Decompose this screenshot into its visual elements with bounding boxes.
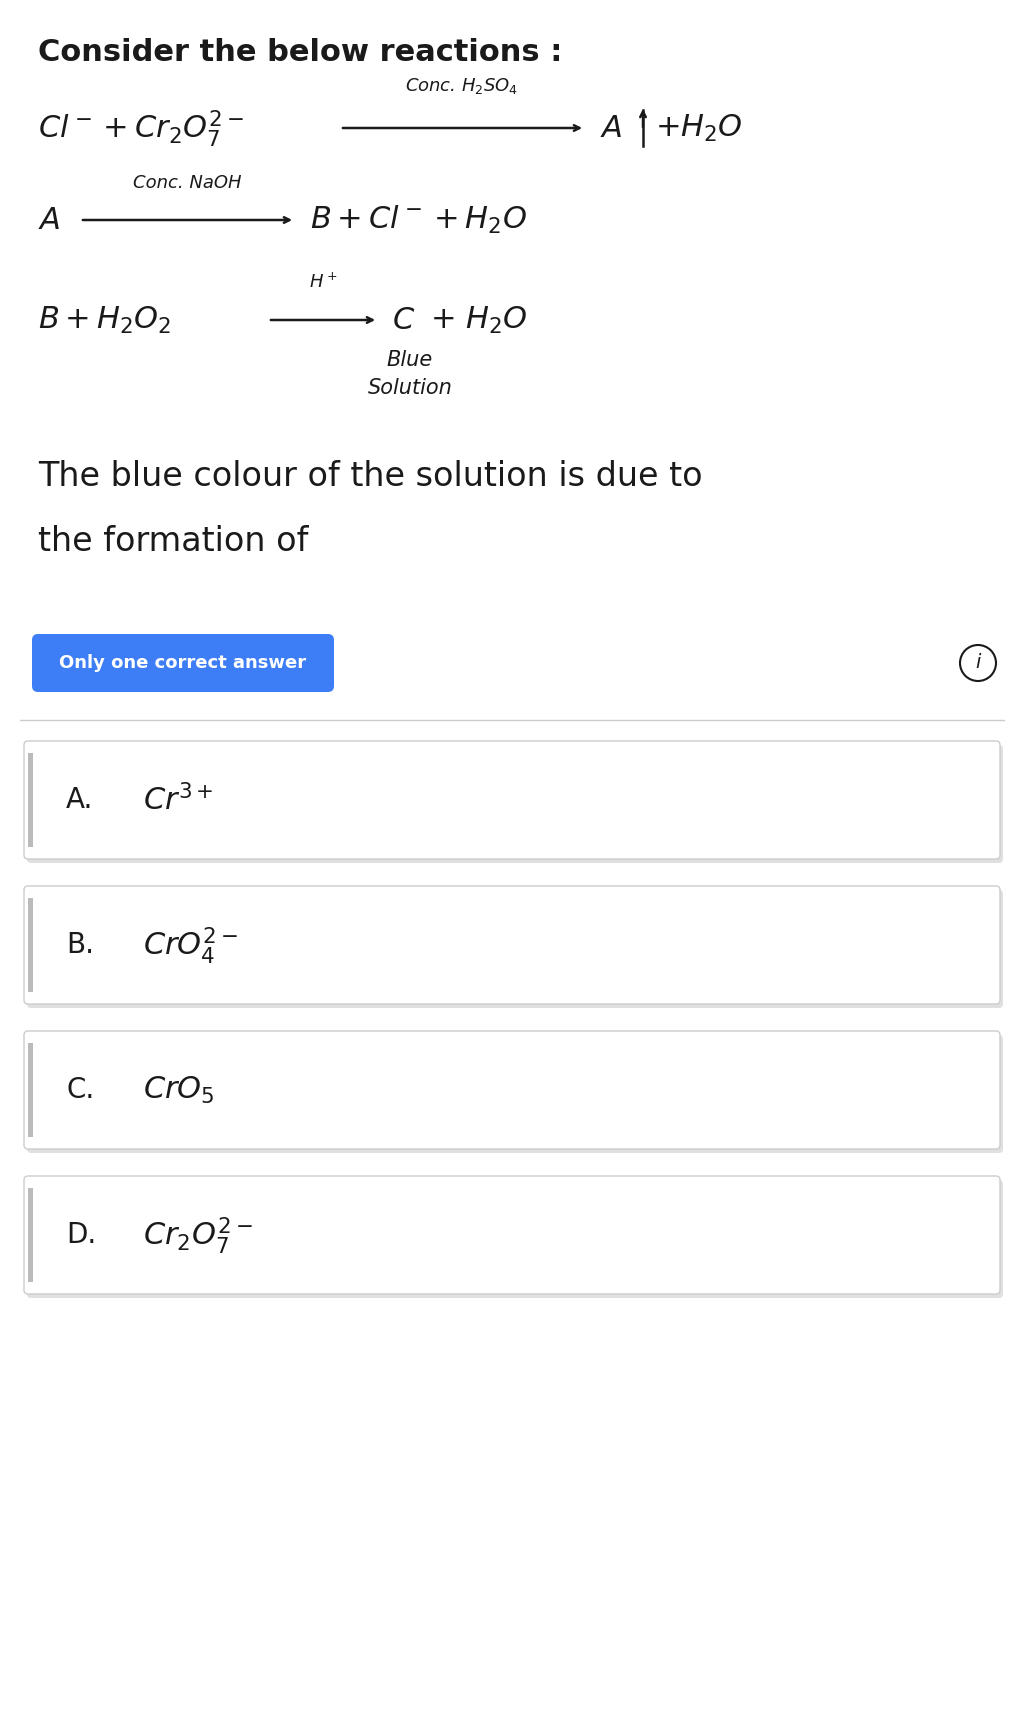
Text: Only one correct answer: Only one correct answer: [59, 655, 306, 672]
Text: the formation of: the formation of: [38, 524, 308, 559]
FancyBboxPatch shape: [24, 1032, 1000, 1148]
Text: $C$: $C$: [392, 305, 415, 334]
Text: D.: D.: [66, 1220, 96, 1250]
Bar: [28, 1044, 33, 1136]
Text: $CrO_5$: $CrO_5$: [143, 1075, 215, 1106]
Text: $Cr_2O_7^{2-}$: $Cr_2O_7^{2-}$: [143, 1215, 253, 1255]
FancyBboxPatch shape: [27, 746, 1002, 864]
Text: $B + H_2O_2$: $B + H_2O_2$: [38, 305, 171, 336]
FancyBboxPatch shape: [32, 634, 334, 692]
Text: C.: C.: [66, 1076, 94, 1104]
Text: $H^+$: $H^+$: [309, 273, 337, 291]
FancyBboxPatch shape: [24, 1176, 1000, 1294]
Text: Conc. NaOH: Conc. NaOH: [133, 175, 242, 192]
Text: Consider the below reactions :: Consider the below reactions :: [38, 38, 562, 67]
Text: $B + Cl^- + H_2O$: $B + Cl^- + H_2O$: [310, 204, 527, 237]
Text: A.: A.: [66, 787, 93, 814]
FancyBboxPatch shape: [24, 740, 1000, 859]
Text: B.: B.: [66, 931, 94, 960]
FancyBboxPatch shape: [27, 890, 1002, 1008]
Text: i: i: [975, 653, 981, 672]
Bar: [28, 1188, 33, 1282]
Bar: [28, 898, 33, 992]
Text: $+\ H_2O$: $+\ H_2O$: [430, 305, 527, 336]
FancyBboxPatch shape: [27, 1035, 1002, 1154]
Text: Blue: Blue: [387, 350, 433, 370]
Text: $CrO_4^{2-}$: $CrO_4^{2-}$: [143, 924, 239, 965]
FancyBboxPatch shape: [24, 886, 1000, 1004]
Text: $Cl^- + Cr_2O_7^{2-}$: $Cl^- + Cr_2O_7^{2-}$: [38, 108, 245, 149]
Text: $A$: $A$: [38, 206, 60, 235]
Bar: [28, 752, 33, 847]
Text: $Cr^{3+}$: $Cr^{3+}$: [143, 783, 214, 816]
Text: Solution: Solution: [368, 379, 453, 398]
FancyBboxPatch shape: [27, 1179, 1002, 1297]
Text: $A$: $A$: [600, 113, 623, 142]
Text: Conc. $H_2SO_4$: Conc. $H_2SO_4$: [406, 75, 518, 96]
Text: $+ H_2O$: $+ H_2O$: [655, 113, 742, 144]
Text: The blue colour of the solution is due to: The blue colour of the solution is due t…: [38, 459, 702, 494]
